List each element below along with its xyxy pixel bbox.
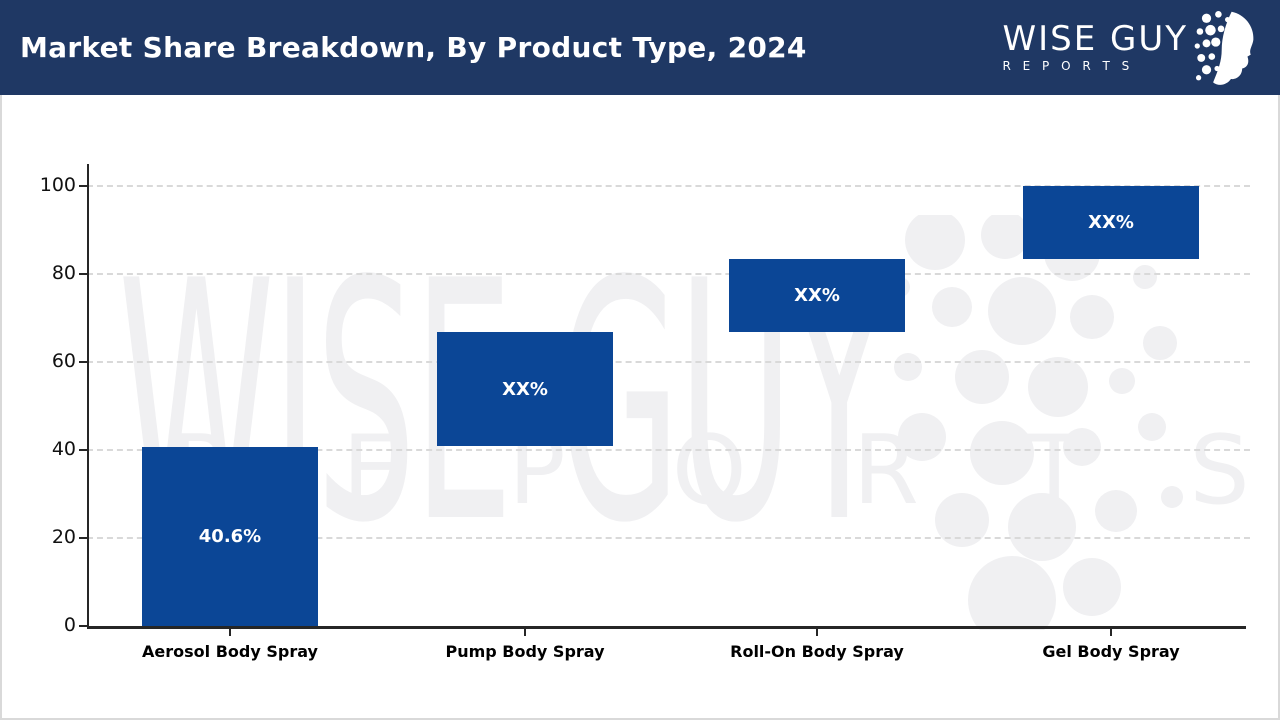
frame-edge-left [0, 95, 2, 720]
y-tick-100 [79, 185, 87, 187]
bar-gel-body-spray: XX% [1023, 186, 1199, 260]
gridline-60 [87, 361, 1250, 363]
y-tick-label-60: 60 [51, 350, 76, 372]
page-title: Market Share Breakdown, By Product Type,… [20, 31, 807, 64]
gridline-80 [87, 273, 1250, 275]
bar-roll-on-body-spray: XX% [729, 259, 905, 333]
y-tick-label-20: 20 [51, 526, 76, 548]
frame-edge-right [1278, 95, 1280, 720]
x-category-label: Gel Body Spray [1042, 642, 1180, 661]
gridline-100 [87, 185, 1250, 187]
y-axis-line [87, 164, 89, 629]
bar-value-label: XX% [502, 378, 548, 400]
y-tick-label-40: 40 [51, 438, 76, 460]
y-tick-40 [79, 449, 87, 451]
y-tick-80 [79, 273, 87, 275]
x-category-label: Roll-On Body Spray [730, 642, 904, 661]
header: Market Share Breakdown, By Product Type,… [0, 0, 1280, 95]
y-tick-0 [79, 625, 87, 627]
y-tick-60 [79, 361, 87, 363]
logo-wordmark: WISE GUY [1002, 19, 1188, 59]
y-tick-label-100: 100 [39, 174, 76, 196]
logo-face-icon [1194, 10, 1254, 85]
bar-value-label: 40.6% [198, 526, 262, 548]
wise-guy-logo: WISE GUY R E P O R T S [1002, 9, 1258, 87]
x-category-label: Pump Body Spray [445, 642, 605, 661]
x-axis-line [87, 626, 1246, 629]
bar-value-label: XX% [794, 285, 840, 307]
x-tick-1 [524, 629, 526, 636]
y-tick-label-80: 80 [51, 262, 76, 284]
gridline-20 [87, 537, 1250, 539]
x-category-label: Aerosol Body Spray [142, 642, 318, 661]
gridline-40 [87, 449, 1250, 451]
bar-pump-body-spray: XX% [437, 332, 613, 447]
x-tick-2 [816, 629, 818, 636]
logo-subtitle: R E P O R T S [1002, 59, 1134, 73]
x-tick-0 [229, 629, 231, 636]
bar-aerosol-body-spray: 40.6% [142, 447, 318, 626]
y-tick-label-0: 0 [63, 614, 76, 636]
x-tick-3 [1110, 629, 1112, 636]
y-tick-20 [79, 537, 87, 539]
bar-value-label: XX% [1088, 212, 1134, 234]
watermark-dots-pattern [890, 215, 1183, 630]
frame-edge-bottom [0, 718, 1280, 720]
